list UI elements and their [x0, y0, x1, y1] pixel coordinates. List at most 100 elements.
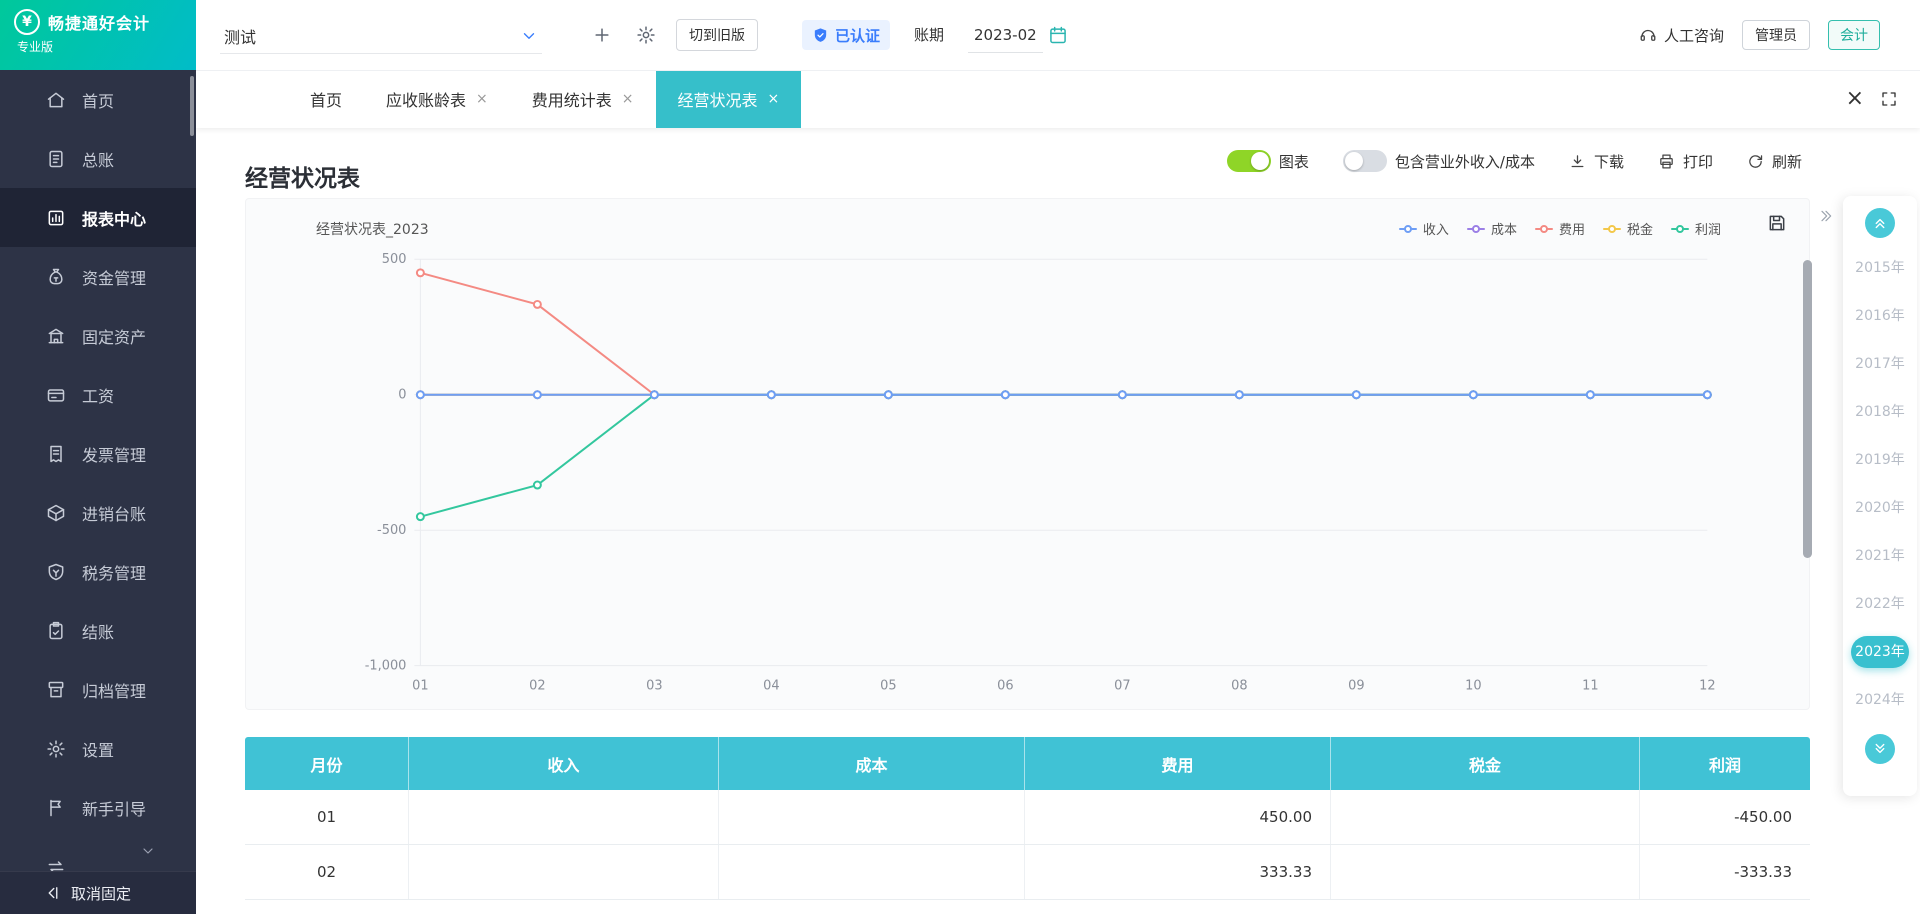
- download-label: 下载: [1593, 152, 1624, 171]
- tax-icon: [46, 562, 66, 582]
- tab-3[interactable]: 经营状况表: [655, 70, 802, 128]
- year-item-0[interactable]: 2015年: [1855, 260, 1905, 276]
- column-header-0: 月份: [310, 755, 343, 775]
- table-row-1[interactable]: 02 333.33 -333.33: [245, 845, 1810, 900]
- tab-label: 首页: [310, 91, 343, 110]
- sidebar-item-10[interactable]: 归档管理: [0, 660, 196, 719]
- calendar-icon[interactable]: [1048, 25, 1068, 45]
- year-item-5[interactable]: 2020年: [1855, 500, 1905, 516]
- role-button[interactable]: 会计: [1828, 20, 1880, 50]
- data-table: 月份 收入 成本 费用 税金 利润 01 450.00 -450.00 02 333.33 -333…: [245, 737, 1810, 900]
- tab-1[interactable]: 应收账龄表: [364, 70, 510, 128]
- sidebar-item-partial[interactable]: [0, 837, 196, 871]
- print-label: 打印: [1682, 152, 1713, 171]
- legend-item-3[interactable]: 税金: [1602, 219, 1653, 238]
- column-header-3: 费用: [1024, 737, 1330, 790]
- sidebar-item-0[interactable]: 首页: [0, 70, 196, 129]
- sidebar-item-label: 总账: [82, 150, 115, 170]
- refresh-button[interactable]: 刷新: [1747, 151, 1802, 172]
- table-cell: 450.00: [1024, 790, 1330, 844]
- sidebar-item-3[interactable]: 资金管理: [0, 247, 196, 306]
- year-scroll-down-button[interactable]: [1865, 734, 1895, 764]
- company-selector[interactable]: 测试: [220, 18, 542, 54]
- sidebar-item-7[interactable]: 进销台账: [0, 483, 196, 542]
- asset-icon: [46, 326, 66, 346]
- legend-marker-icon: [1534, 224, 1553, 233]
- fullscreen-icon[interactable]: [1880, 90, 1898, 108]
- svg-text:11: 11: [1582, 679, 1598, 694]
- table-header: 月份 收入 成本 费用 税金 利润: [245, 737, 1810, 790]
- year-item-2[interactable]: 2017年: [1855, 356, 1905, 372]
- year-item-7[interactable]: 2022年: [1855, 596, 1905, 612]
- legend-marker-icon: [1602, 224, 1621, 233]
- year-item-1[interactable]: 2016年: [1855, 308, 1905, 324]
- unpin-button[interactable]: 取消固定: [0, 871, 196, 914]
- legend-item-0[interactable]: 收入: [1398, 219, 1449, 238]
- tab-2[interactable]: 费用统计表: [510, 70, 656, 128]
- year-item-3[interactable]: 2018年: [1855, 404, 1905, 420]
- tab-close-icon[interactable]: [622, 91, 634, 107]
- certified-badge[interactable]: 已认证: [802, 20, 891, 50]
- fund-icon: [46, 267, 66, 287]
- sidebar-item-5[interactable]: 工资: [0, 365, 196, 424]
- certified-label: 已认证: [835, 26, 881, 45]
- svg-text:05: 05: [880, 679, 896, 694]
- legend-item-2[interactable]: 费用: [1534, 219, 1585, 238]
- sidebar-item-label: 税务管理: [82, 563, 147, 583]
- switch-old-version-button[interactable]: 切到旧版: [676, 19, 758, 51]
- sidebar-item-label: 发票管理: [82, 445, 147, 465]
- year-item-4[interactable]: 2019年: [1855, 452, 1905, 468]
- svg-text:02: 02: [529, 679, 545, 694]
- sidebar-scrollbar[interactable]: [190, 76, 194, 136]
- year-item-8[interactable]: 2023年: [1851, 636, 1909, 668]
- sidebar-item-label: 首页: [82, 91, 115, 111]
- gear-icon[interactable]: [636, 25, 656, 45]
- salary-icon: [46, 385, 66, 405]
- legend-item-1[interactable]: 成本: [1466, 219, 1517, 238]
- sidebar-item-12[interactable]: 新手引导: [0, 778, 196, 837]
- table-cell: [718, 790, 1024, 844]
- sidebar-item-2[interactable]: 报表中心: [0, 188, 196, 247]
- sidebar-item-6[interactable]: 发票管理: [0, 424, 196, 483]
- tab-close-icon[interactable]: [476, 91, 488, 107]
- sidebar-item-label: 资金管理: [82, 268, 147, 288]
- svg-text:08: 08: [1231, 679, 1247, 694]
- period-field[interactable]: 2023-02: [968, 18, 1043, 53]
- table-cell: [1330, 845, 1639, 899]
- svg-text:-500: -500: [377, 523, 406, 538]
- legend-marker-icon: [1466, 224, 1485, 233]
- admin-button[interactable]: 管理员: [1742, 20, 1810, 50]
- menu-scroll-down-icon[interactable]: [140, 843, 156, 859]
- tab-list: 首页 应收账龄表 费用统计表 经营状况表: [288, 70, 1920, 128]
- close-all-tabs-icon[interactable]: [1846, 70, 1864, 128]
- tab-close-icon[interactable]: [768, 91, 780, 107]
- sidebar-item-11[interactable]: 设置: [0, 719, 196, 778]
- tab-0[interactable]: 首页: [288, 70, 364, 128]
- table-cell: -450.00: [1639, 790, 1810, 844]
- sidebar-item-4[interactable]: 固定资产: [0, 306, 196, 365]
- svg-text:06: 06: [997, 679, 1013, 694]
- legend-item-4[interactable]: 利润: [1670, 219, 1721, 238]
- support-button[interactable]: 人工咨询: [1639, 25, 1724, 46]
- chart-toggle[interactable]: [1226, 150, 1271, 172]
- download-button[interactable]: 下载: [1569, 151, 1624, 172]
- sidebar-item-9[interactable]: 结账: [0, 601, 196, 660]
- year-item-9[interactable]: 2024年: [1855, 692, 1905, 708]
- table-cell: [1330, 790, 1639, 844]
- chevron-down-icon: [520, 27, 538, 45]
- year-item-6[interactable]: 2021年: [1855, 548, 1905, 564]
- include-nonoperating-toggle[interactable]: [1342, 150, 1387, 172]
- collapse-year-panel-icon[interactable]: [1818, 208, 1834, 224]
- save-image-icon[interactable]: [1767, 213, 1787, 233]
- column-header-1: 收入: [408, 737, 718, 790]
- transfer-icon: [46, 857, 66, 871]
- sidebar-item-1[interactable]: 总账: [0, 129, 196, 188]
- table-row-0[interactable]: 01 450.00 -450.00: [245, 790, 1810, 845]
- legend-label: 成本: [1490, 223, 1517, 238]
- add-icon[interactable]: [592, 25, 612, 45]
- print-button[interactable]: 打印: [1658, 151, 1713, 172]
- year-scroll-up-button[interactable]: [1865, 208, 1895, 238]
- chart-title: 经营状况表_2023: [316, 222, 429, 238]
- content-scrollbar[interactable]: [1803, 260, 1812, 558]
- sidebar-item-8[interactable]: 税务管理: [0, 542, 196, 601]
